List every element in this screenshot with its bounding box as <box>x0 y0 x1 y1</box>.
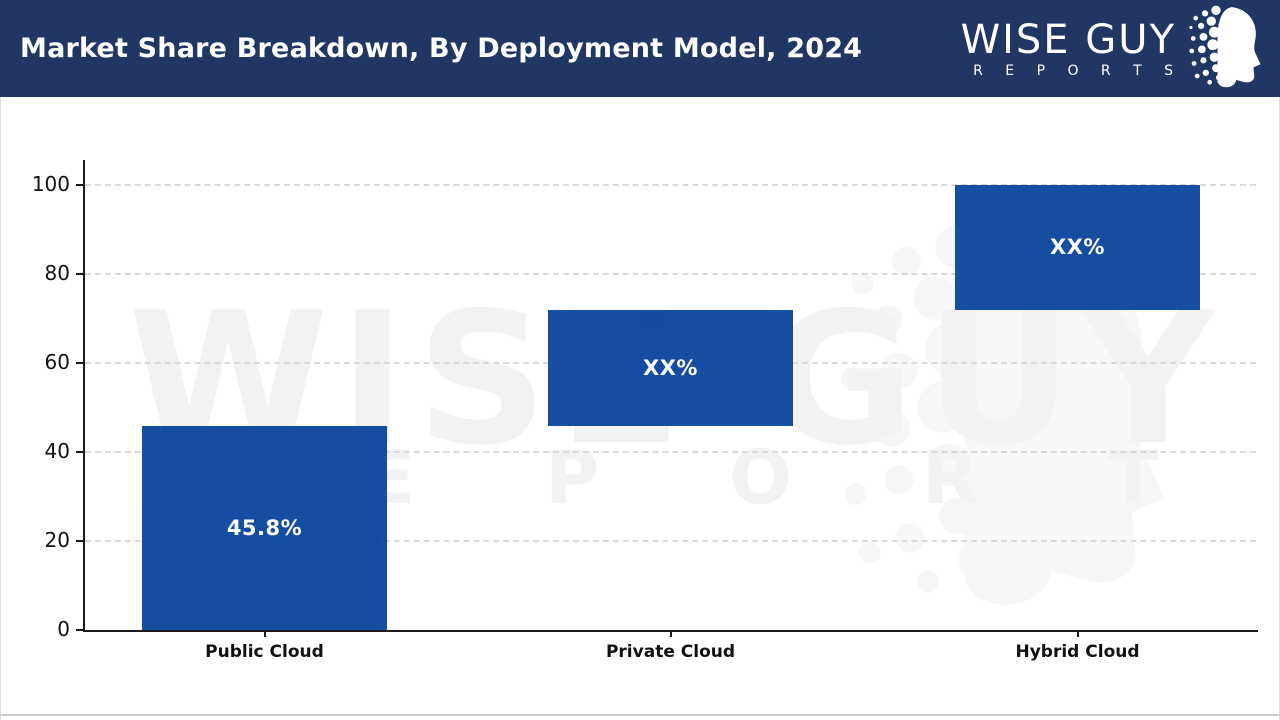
bar-public-cloud: 45.8% <box>142 426 387 630</box>
bar-hybrid-cloud: XX% <box>955 185 1200 310</box>
y-tick-100 <box>76 184 85 186</box>
bar-value-label: 45.8% <box>226 516 303 541</box>
header: Market Share Breakdown, By Deployment Mo… <box>0 0 1280 97</box>
y-tick-label-100: 100 <box>31 172 70 196</box>
logo-wordmark: WISE GUY <box>960 16 1176 63</box>
bar-private-cloud: XX% <box>548 309 793 427</box>
x-tick-2 <box>669 630 672 637</box>
gridline-20 <box>85 540 1256 542</box>
y-axis-spine <box>83 160 85 632</box>
y-tick-label-40: 40 <box>44 439 70 463</box>
x-tick-1 <box>263 630 266 637</box>
x-category-label-1: Public Cloud <box>205 642 324 662</box>
x-category-label-3: Hybrid Cloud <box>1015 642 1140 662</box>
bar-value-label: XX% <box>643 355 698 380</box>
watermark-head-icon <box>833 225 1165 605</box>
x-category-label-2: Private Cloud <box>605 642 736 662</box>
x-axis-spine <box>83 630 1258 632</box>
y-tick-label-20: 20 <box>44 528 70 552</box>
y-tick-label-0: 0 <box>57 617 70 641</box>
chart-area: WISE GUY R E P O R T S 02040608010045.8%… <box>0 97 1280 720</box>
logo-text: WISE GUY R E P O R T S <box>961 20 1176 78</box>
y-tick-80 <box>76 273 85 275</box>
y-tick-40 <box>76 451 85 453</box>
gridline-100 <box>85 184 1256 186</box>
logo-subtext: R E P O R T S <box>973 62 1182 79</box>
y-tick-20 <box>76 540 85 542</box>
y-tick-60 <box>76 362 85 364</box>
wise-guy-reports-logo: WISE GUY R E P O R T S <box>961 4 1266 94</box>
y-tick-label-80: 80 <box>44 261 70 285</box>
logo-head-icon <box>1189 5 1261 87</box>
bar-value-label: XX% <box>1050 235 1105 260</box>
page-bottom-border <box>0 714 1280 716</box>
gridline-40 <box>85 451 1256 453</box>
x-tick-3 <box>1076 630 1079 637</box>
page-title: Market Share Breakdown, By Deployment Mo… <box>20 33 863 64</box>
page-left-border <box>0 97 1 720</box>
y-tick-label-60: 60 <box>44 350 70 374</box>
gridline-80 <box>85 273 1256 275</box>
y-tick-0 <box>76 629 85 631</box>
